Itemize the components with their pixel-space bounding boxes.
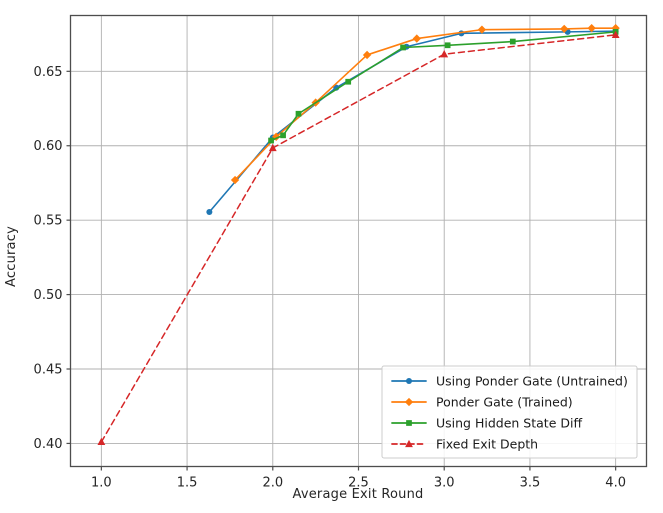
svg-text:3.0: 3.0 xyxy=(434,476,455,491)
svg-text:4.0: 4.0 xyxy=(605,476,626,491)
svg-text:0.60: 0.60 xyxy=(34,139,63,154)
svg-text:3.5: 3.5 xyxy=(520,476,541,491)
svg-text:1.0: 1.0 xyxy=(91,476,112,491)
svg-text:Fixed Exit Depth: Fixed Exit Depth xyxy=(436,437,538,452)
axis-ticks: 1.0 1.5 2.0 2.5 3.0 3.5 4.0 0.40 0.45 0.50 0.55 0.6… xyxy=(34,65,626,491)
svg-text:2.0: 2.0 xyxy=(262,476,283,491)
svg-text:2.5: 2.5 xyxy=(348,476,369,491)
chart-legend[interactable]: Using Ponder Gate (Untrained) Ponder Gate… xyxy=(381,365,638,459)
svg-text:0.40: 0.40 xyxy=(34,437,63,452)
series-lines xyxy=(97,23,620,446)
svg-text:Using Hidden State Diff: Using Hidden State Diff xyxy=(436,416,582,431)
svg-text:0.65: 0.65 xyxy=(34,65,63,80)
svg-text:1.5: 1.5 xyxy=(177,476,198,491)
svg-text:0.45: 0.45 xyxy=(34,363,63,378)
plot-border xyxy=(69,14,648,468)
svg-text:0.55: 0.55 xyxy=(34,214,63,229)
svg-text:0.50: 0.50 xyxy=(34,288,63,303)
grid-lines xyxy=(70,15,647,467)
svg-text:Ponder Gate (Trained): Ponder Gate (Trained) xyxy=(436,395,573,410)
svg-text:Using Ponder Gate (Untrained): Using Ponder Gate (Untrained) xyxy=(436,374,628,389)
x-axis-label: Average Exit Round xyxy=(292,487,424,502)
